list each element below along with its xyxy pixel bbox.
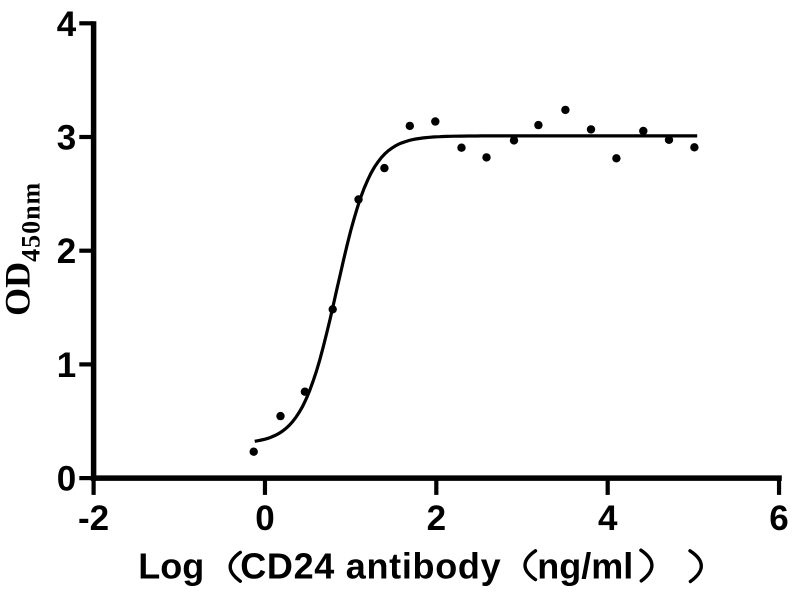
svg-text:0: 0 — [57, 460, 76, 499]
svg-text:1: 1 — [57, 346, 76, 385]
svg-text:6: 6 — [769, 499, 788, 538]
svg-text:3: 3 — [57, 119, 76, 158]
svg-text:Log: Log — [138, 545, 204, 586]
svg-text:4: 4 — [598, 499, 618, 538]
svg-text:ng/ml: ng/ml — [537, 545, 633, 586]
svg-text:-2: -2 — [78, 499, 109, 538]
svg-text:2: 2 — [57, 232, 76, 271]
svg-text:4: 4 — [57, 5, 77, 44]
svg-text:0: 0 — [255, 499, 274, 538]
svg-text:2: 2 — [427, 499, 446, 538]
svg-text:CD24 antibody: CD24 antibody — [240, 545, 501, 586]
